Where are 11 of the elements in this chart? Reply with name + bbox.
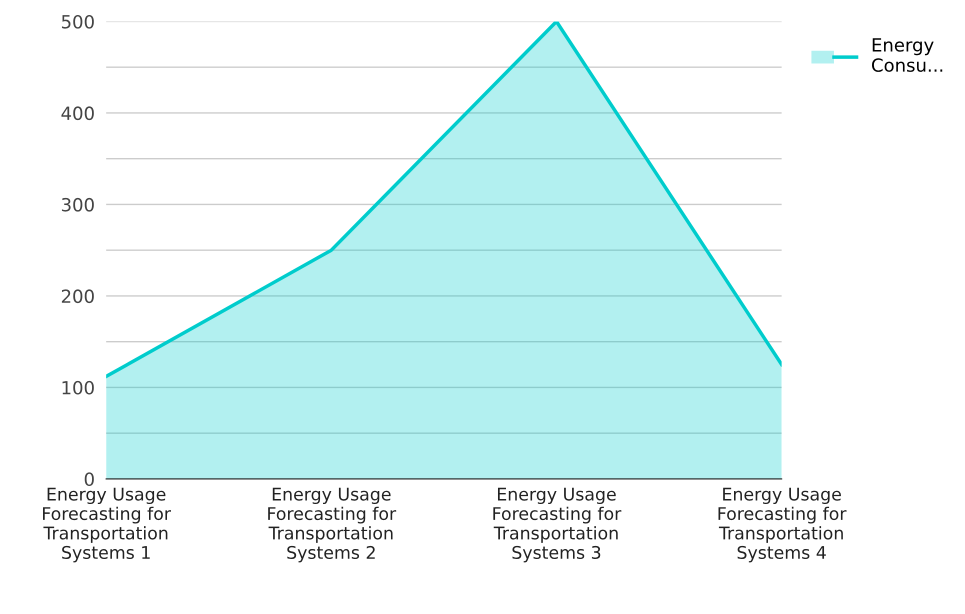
y-tick-label: 400 [61,106,94,120]
y-tick-label: 0 [84,472,94,486]
y-tick-label: 300 [62,198,94,212]
y-tick-label: 100 [62,380,94,395]
x-tick-label: Energy Usage Forecasting for Transportation Systems 3 [493,488,622,562]
x-tick-label: Energy Usage Forecasting for Transportation Systems 2 [268,488,396,562]
y-tick-label: 500 [62,14,94,29]
legend-label: Energy Consu... [872,38,942,72]
y-tick-label: 200 [62,289,94,304]
x-tick-label: Energy Usage Forecasting for Transportation Systems 4 [718,488,846,562]
x-tick-label: Energy Usage Forecasting for Transportation Systems 1 [43,488,171,562]
